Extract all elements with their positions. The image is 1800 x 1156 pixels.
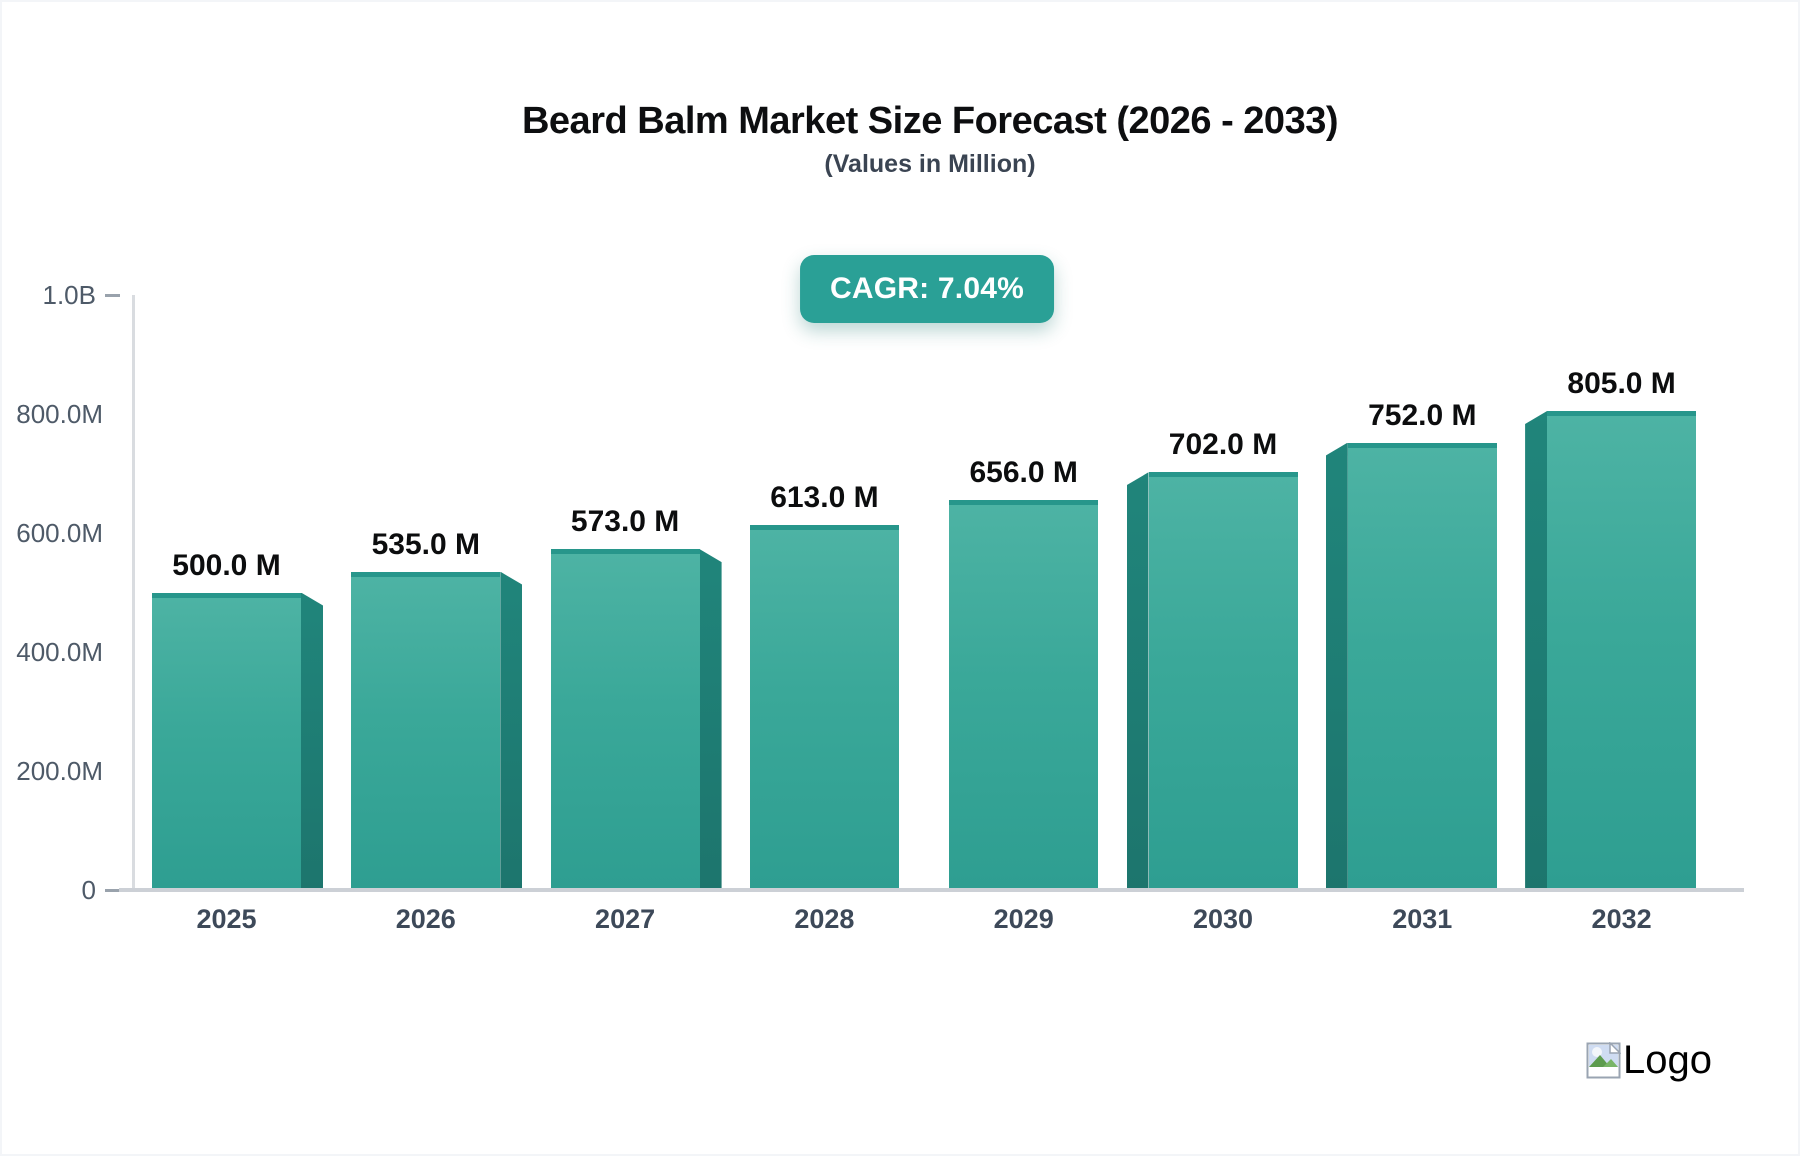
x-axis-label: 2031 xyxy=(1392,904,1453,934)
y-axis-line xyxy=(132,295,135,890)
chart-title: Beard Balm Market Size Forecast (2026 - … xyxy=(521,100,1339,142)
tick-dash xyxy=(105,293,120,297)
y-axis-tick-label: 0 xyxy=(82,875,120,905)
bar-2027 xyxy=(550,549,700,890)
chart-subtitle: (Values in Million) xyxy=(824,150,1036,178)
x-axis-line xyxy=(119,888,1744,892)
bar-value-label: 805.0 M xyxy=(1567,367,1676,401)
y-tick-text: 0 xyxy=(81,875,96,905)
bar-value-label: 702.0 M xyxy=(1168,428,1278,462)
tick-dash xyxy=(105,888,120,892)
bar-side-3d xyxy=(1525,411,1548,890)
cagr-badge: CAGR: 7.04% xyxy=(800,255,1054,323)
bar-2032 xyxy=(1547,411,1697,890)
bar-2025 xyxy=(152,592,301,890)
x-axis-label: 2032 xyxy=(1591,904,1652,934)
x-axis-label: 2026 xyxy=(395,904,456,934)
logo: Logo xyxy=(1586,1038,1712,1083)
bar-2031 xyxy=(1347,442,1497,890)
bar-side-3d xyxy=(1325,442,1348,890)
x-axis-label: 2029 xyxy=(993,904,1054,934)
bar-2026 xyxy=(351,571,501,890)
bar-2028 xyxy=(749,525,899,890)
logo-text: Logo xyxy=(1623,1038,1712,1082)
bar-side-3d xyxy=(301,592,323,890)
bar-value-label: 656.0 M xyxy=(969,455,1078,489)
y-tick-text: 600.0M xyxy=(16,518,103,548)
y-tick-text: 1.0B xyxy=(42,280,97,310)
y-axis-tick-label: 1.0B xyxy=(42,280,120,310)
y-axis-tick-label: 800.0M xyxy=(16,399,120,429)
bar-2030 xyxy=(1148,472,1298,890)
bar-value-label: 500.0 M xyxy=(172,548,281,582)
x-axis-label: 2030 xyxy=(1192,904,1254,934)
y-axis-tick-label: 600.0M xyxy=(16,518,120,548)
bar-2029 xyxy=(949,499,1099,890)
bar-value-label: 752.0 M xyxy=(1368,398,1477,432)
y-axis-tick-label: 400.0M xyxy=(16,637,120,667)
x-axis-label: 2028 xyxy=(794,904,855,934)
x-axis-label: 2027 xyxy=(595,904,656,934)
y-tick-text: 200.0M xyxy=(16,756,103,786)
y-axis-tick-label: 200.0M xyxy=(16,756,120,786)
y-tick-text: 400.0M xyxy=(16,637,103,667)
bar-side-3d xyxy=(500,571,523,890)
bar-value-label: 613.0 M xyxy=(770,481,879,515)
bar-side-3d xyxy=(699,549,722,890)
y-tick-text: 800.0M xyxy=(16,399,103,429)
bar-value-label: 573.0 M xyxy=(570,505,680,539)
broken-image-icon xyxy=(1586,1042,1621,1079)
x-axis-label: 2025 xyxy=(196,904,257,934)
bar-side-3d xyxy=(1126,472,1149,890)
bar-value-label: 535.0 M xyxy=(371,527,480,561)
